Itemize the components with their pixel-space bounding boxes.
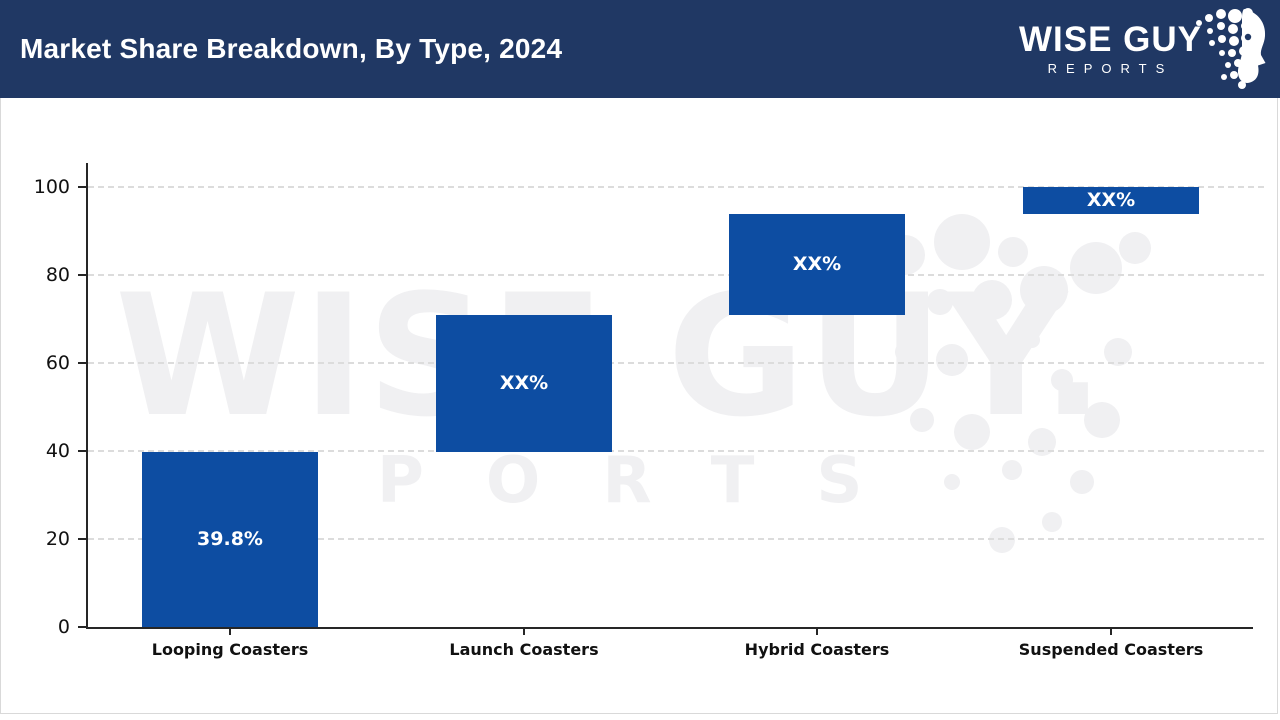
y-tick-label: 20 — [45, 528, 70, 550]
watermark-dot — [1084, 402, 1120, 438]
gridline — [88, 362, 1264, 364]
watermark-dot — [1070, 242, 1122, 294]
x-axis-category-label: Launch Coasters — [449, 640, 599, 659]
watermark-dot — [972, 280, 1012, 320]
y-tick-mark — [78, 538, 87, 540]
watermark-dot — [927, 289, 953, 315]
bar-value-label: XX% — [499, 372, 549, 395]
gridline — [88, 450, 1264, 452]
bar-value-label: XX% — [1086, 189, 1136, 212]
y-tick-mark — [78, 626, 87, 628]
watermark-dot — [1051, 369, 1073, 391]
gridline — [88, 186, 1264, 188]
watermark-dot — [998, 237, 1028, 267]
y-tick-mark — [78, 186, 87, 188]
y-tick-label: 0 — [57, 616, 70, 638]
y-tick-label: 60 — [45, 352, 70, 374]
brand-name: WISE GUY — [1018, 20, 1202, 59]
x-axis-category-label: Looping Coasters — [151, 640, 309, 659]
x-tick-mark — [229, 627, 231, 635]
brand-subtitle: REPORTS — [1047, 61, 1174, 76]
gridline — [88, 538, 1264, 540]
watermark-dot — [954, 414, 990, 450]
watermark-dot — [1002, 460, 1022, 480]
bar-value-label: XX% — [792, 253, 842, 276]
y-axis-spine — [86, 163, 88, 629]
y-tick-label: 80 — [45, 264, 70, 286]
watermark-dot — [1042, 512, 1062, 532]
watermark-dot — [1070, 470, 1094, 494]
watermark-dot — [1024, 332, 1040, 348]
x-tick-mark — [523, 627, 525, 635]
watermark-dot — [934, 214, 990, 270]
x-tick-mark — [1110, 627, 1112, 635]
watermark-dot — [895, 342, 915, 362]
y-tick-mark — [78, 274, 87, 276]
watermark-dot — [910, 408, 934, 432]
x-axis-spine — [86, 627, 1253, 629]
y-tick-label: 40 — [45, 440, 70, 462]
gridline — [88, 274, 1264, 276]
watermark-dot — [1119, 232, 1151, 264]
y-tick-mark — [78, 450, 87, 452]
y-tick-mark — [78, 362, 87, 364]
brand-logo: WISE GUY REPORTS — [1019, 6, 1266, 92]
header-bar: Market Share Breakdown, By Type, 2024 WI… — [0, 0, 1280, 98]
y-tick-label: 100 — [33, 176, 70, 198]
bar-launch-coasters: XX% — [436, 314, 612, 452]
x-axis-category-label: Suspended Coasters — [1018, 640, 1204, 659]
bar-value-label: 39.8% — [197, 528, 263, 551]
x-axis-category-label: Hybrid Coasters — [744, 640, 890, 659]
bar-suspended-coasters: XX% — [1023, 186, 1199, 214]
watermark-dot — [989, 527, 1015, 553]
head-dots-icon — [1196, 8, 1266, 89]
watermark-dot — [990, 346, 1014, 370]
watermark-dot — [936, 344, 968, 376]
page-title: Market Share Breakdown, By Type, 2024 — [20, 33, 563, 64]
watermark-dot — [944, 474, 960, 490]
bar-looping-coasters: 39.8% — [142, 451, 318, 627]
watermark-dot — [1104, 338, 1132, 366]
x-tick-mark — [816, 627, 818, 635]
brand-logo-text: WISE GUY REPORTS — [1018, 20, 1202, 77]
bar-hybrid-coasters: XX% — [729, 213, 905, 315]
